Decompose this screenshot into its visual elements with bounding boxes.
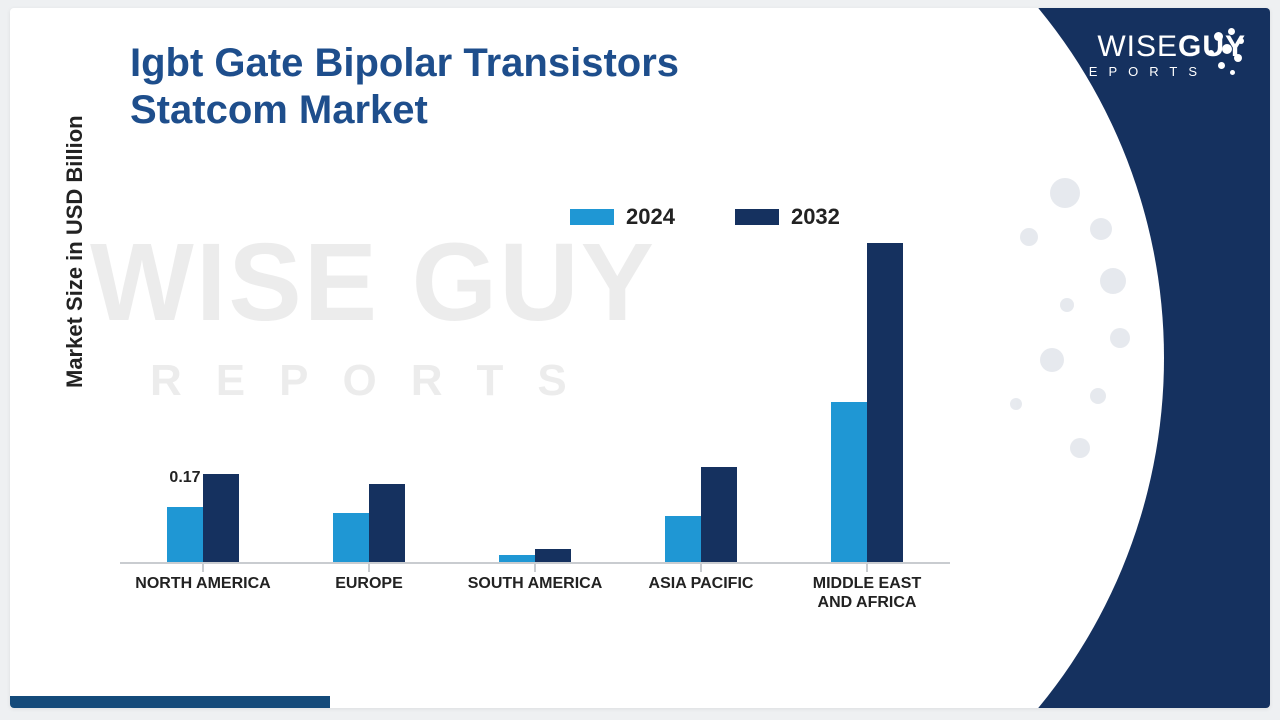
category-label: NORTH AMERICA bbox=[133, 574, 273, 593]
bar-pair bbox=[333, 484, 405, 562]
legend-label-2024: 2024 bbox=[626, 204, 675, 230]
legend-item-2024: 2024 bbox=[570, 204, 675, 230]
category-label: ASIA PACIFIC bbox=[631, 574, 771, 593]
legend: 2024 2032 bbox=[570, 204, 840, 230]
legend-item-2032: 2032 bbox=[735, 204, 840, 230]
category-label: SOUTH AMERICA bbox=[465, 574, 605, 593]
bar-v2024 bbox=[831, 402, 867, 562]
stage: WISE GUY REPORTS Igbt Gate Bipolar Trans… bbox=[0, 0, 1280, 720]
brand-logo-sub: REPORTS bbox=[996, 64, 1208, 79]
brand-head-icon bbox=[1204, 28, 1252, 84]
bottom-accent-bar bbox=[10, 696, 330, 708]
bar-pair bbox=[167, 474, 239, 562]
bar-v2032 bbox=[535, 549, 571, 562]
bar-pair bbox=[499, 549, 571, 562]
bar-v2024 bbox=[665, 516, 701, 562]
bar-pair bbox=[831, 243, 903, 562]
bar-v2024 bbox=[499, 555, 535, 562]
plot-area: 0.17 bbox=[120, 238, 950, 564]
bar-v2032 bbox=[701, 467, 737, 562]
bar-v2024 bbox=[167, 507, 203, 562]
bar-pair bbox=[665, 467, 737, 562]
bar-v2032 bbox=[203, 474, 239, 562]
bar-v2024 bbox=[333, 513, 369, 562]
legend-swatch-2032 bbox=[735, 209, 779, 225]
category-labels: NORTH AMERICA EUROPE SOUTH AMERICA ASIA PAC… bbox=[120, 568, 950, 688]
legend-label-2032: 2032 bbox=[791, 204, 840, 230]
category-label: MIDDLE EAST AND AFRICA bbox=[797, 574, 937, 612]
bar-v2032 bbox=[867, 243, 903, 562]
category-label: EUROPE bbox=[299, 574, 439, 593]
card: WISE GUY REPORTS Igbt Gate Bipolar Trans… bbox=[10, 8, 1270, 708]
bar-v2032 bbox=[369, 484, 405, 562]
legend-swatch-2024 bbox=[570, 209, 614, 225]
y-axis-label: Market Size in USD Billion bbox=[62, 115, 88, 388]
chart-title: Igbt Gate Bipolar Transistors Statcom Ma… bbox=[130, 40, 830, 134]
brand-logo: WISEGUY REPORTS bbox=[996, 32, 1246, 79]
brand-main-a: WISE bbox=[1097, 30, 1178, 63]
